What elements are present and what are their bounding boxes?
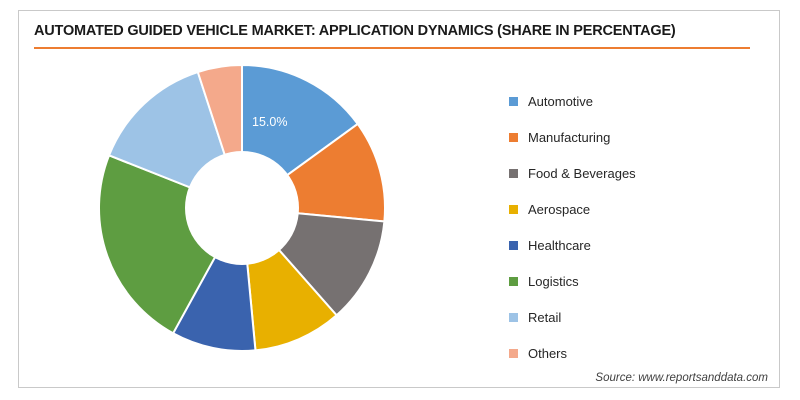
- legend-item[interactable]: Others: [509, 335, 739, 371]
- legend-item[interactable]: Logistics: [509, 263, 739, 299]
- legend-swatch-icon: [509, 348, 518, 358]
- legend-item-label: Others: [528, 345, 568, 361]
- slice-label-automotive: 15.0%: [252, 115, 288, 129]
- legend-swatch-icon: [509, 168, 518, 178]
- legend-item-label: Automotive: [528, 93, 594, 109]
- legend-item-label: Food & Beverages: [528, 165, 636, 181]
- title-block: AUTOMATED GUIDED VEHICLE MARKET: APPLICA…: [34, 22, 764, 49]
- source-note: Source: www.reportsanddata.com: [595, 372, 768, 384]
- legend-item[interactable]: Automotive: [509, 83, 739, 119]
- donut-center-hole: [185, 151, 299, 265]
- legend-item-label: Manufacturing: [528, 129, 611, 145]
- legend-item-label: Healthcare: [528, 237, 591, 253]
- legend-swatch-icon: [509, 276, 518, 286]
- legend-swatch-icon: [509, 132, 518, 142]
- legend-item-label: Logistics: [528, 273, 579, 289]
- legend-swatch-icon: [509, 240, 518, 250]
- title-underline-rule: [34, 47, 750, 49]
- legend-item[interactable]: Aerospace: [509, 191, 739, 227]
- legend-item[interactable]: Food & Beverages: [509, 155, 739, 191]
- legend-item[interactable]: Healthcare: [509, 227, 739, 263]
- legend-swatch-icon: [509, 204, 518, 214]
- chart-legend: Automotive Manufacturing Food & Beverages A…: [509, 83, 739, 371]
- legend-swatch-icon: [509, 96, 518, 106]
- legend-item-label: Retail: [528, 309, 562, 325]
- donut-chart-plot-area: 15.0%: [99, 65, 385, 351]
- legend-swatch-icon: [509, 312, 518, 322]
- legend-item-label: Aerospace: [528, 201, 591, 217]
- legend-item[interactable]: Retail: [509, 299, 739, 335]
- legend-item[interactable]: Manufacturing: [509, 119, 739, 155]
- page-title: AUTOMATED GUIDED VEHICLE MARKET: APPLICA…: [34, 23, 676, 39]
